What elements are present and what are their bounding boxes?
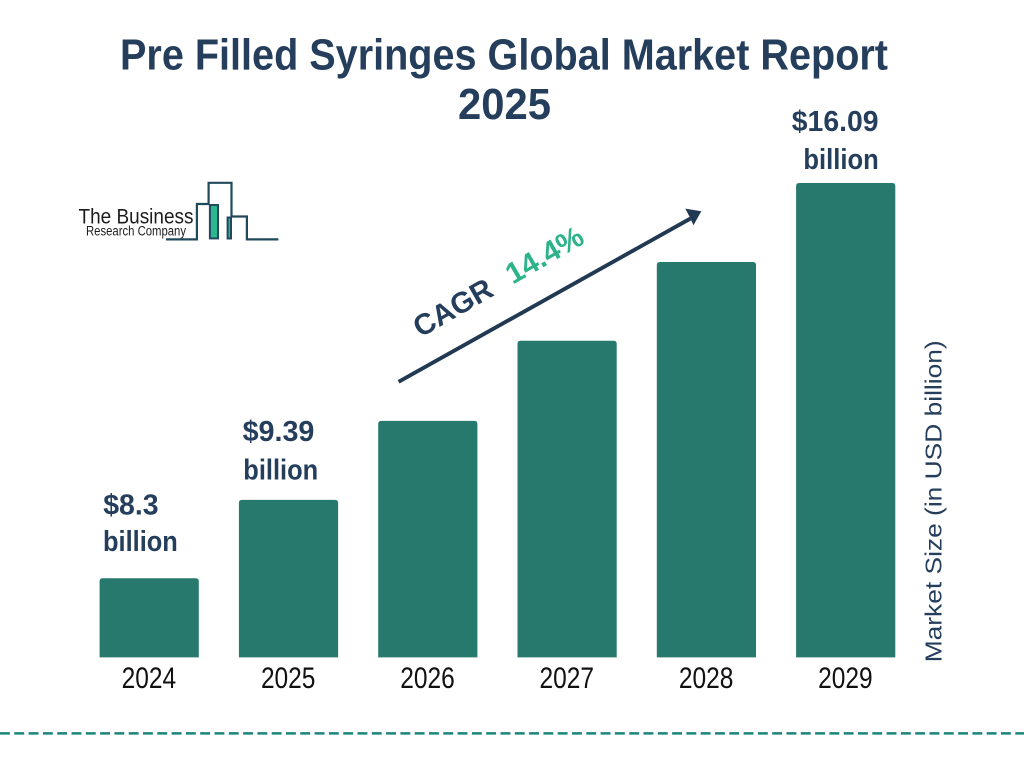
svg-text:Pre Filled Syringes Global Mar: Pre Filled Syringes Global Market Report	[120, 31, 888, 80]
svg-text:billion: billion	[243, 454, 318, 486]
svg-text:2026: 2026	[400, 662, 455, 695]
svg-text:$16.09: $16.09	[792, 106, 879, 138]
svg-text:Research Company: Research Company	[86, 224, 186, 239]
svg-text:The Business: The Business	[79, 205, 194, 228]
svg-text:2028: 2028	[679, 662, 734, 695]
svg-text:2029: 2029	[818, 662, 873, 695]
svg-text:Market Size (in USD billion): Market Size (in USD billion)	[921, 340, 947, 662]
svg-text:2027: 2027	[540, 662, 595, 695]
svg-text:billion: billion	[803, 144, 878, 176]
svg-text:2024: 2024	[122, 662, 177, 695]
svg-text:$9.39: $9.39	[243, 416, 315, 448]
svg-text:2025: 2025	[458, 80, 551, 129]
svg-text:2025: 2025	[261, 662, 316, 695]
svg-text:$8.3: $8.3	[103, 489, 158, 521]
svg-text:billion: billion	[103, 526, 178, 558]
